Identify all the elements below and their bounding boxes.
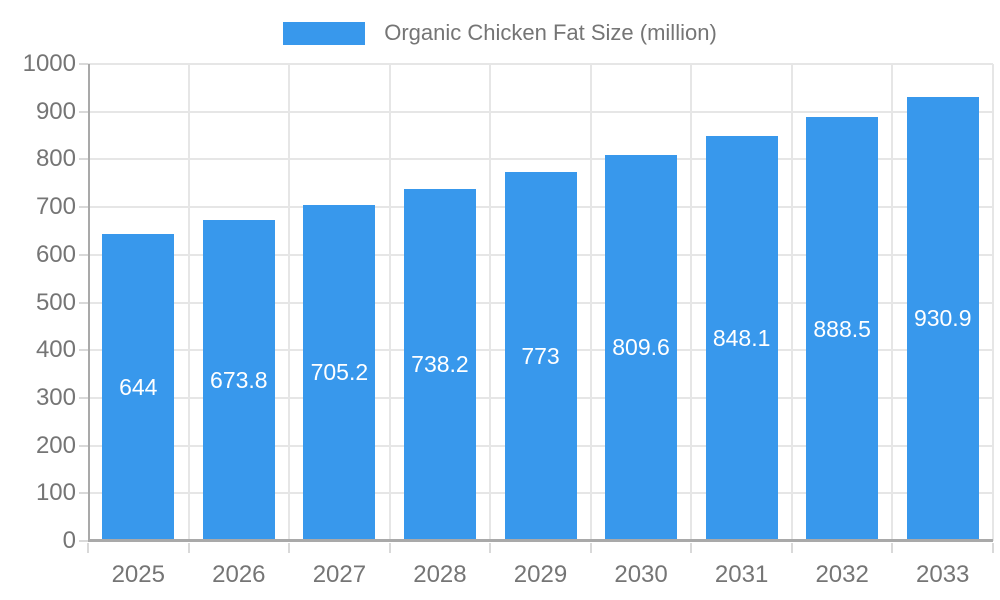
y-axis-tick-label: 700 xyxy=(35,193,76,221)
x-axis-tick-mark xyxy=(187,543,190,553)
x-axis-tick-label: 2030 xyxy=(614,561,668,588)
y-axis-tick-label: 600 xyxy=(35,240,76,268)
bar-value-label: 809.6 xyxy=(612,334,670,361)
legend-swatch[interactable] xyxy=(283,21,366,45)
y-axis-tick-mark xyxy=(79,206,88,209)
gridline-horizontal xyxy=(88,63,993,65)
y-axis-tick-mark xyxy=(79,158,88,161)
y-axis-line xyxy=(88,64,90,541)
gridline-horizontal xyxy=(88,110,993,113)
bar-value-label: 930.9 xyxy=(913,305,972,332)
bar[interactable]: 738.2 xyxy=(403,188,476,541)
x-axis-tick-label: 2029 xyxy=(513,561,568,588)
x-axis-tick-label: 2033 xyxy=(916,561,970,588)
y-axis-tick-mark xyxy=(79,349,88,352)
gridline-vertical xyxy=(790,64,793,541)
x-axis-tick-label: 2031 xyxy=(714,561,769,588)
gridline-vertical xyxy=(187,64,190,541)
y-axis-tick-label: 400 xyxy=(35,336,76,364)
bar-value-label: 888.5 xyxy=(813,315,871,342)
x-axis-tick-mark xyxy=(891,543,894,553)
gridline-vertical xyxy=(690,64,693,541)
y-axis-tick-mark xyxy=(79,444,88,447)
y-axis-tick-mark xyxy=(79,396,88,399)
gridline-vertical xyxy=(388,64,391,541)
x-axis-tick-label: 2025 xyxy=(111,561,165,588)
bar-value-label: 738.2 xyxy=(411,351,469,378)
y-axis-tick-mark xyxy=(79,110,88,113)
y-axis-tick-mark xyxy=(79,63,88,65)
bar[interactable]: 930.9 xyxy=(906,96,979,541)
x-axis-tick-mark xyxy=(489,543,492,553)
x-axis-tick-mark xyxy=(690,543,693,553)
legend: Organic Chicken Fat Size (million) xyxy=(0,14,1000,52)
y-axis-tick-label: 0 xyxy=(62,527,76,554)
x-axis-tick-label: 2032 xyxy=(815,561,869,588)
x-axis-tick-mark xyxy=(790,543,793,553)
bar-value-label: 773 xyxy=(521,343,560,370)
bar[interactable]: 673.8 xyxy=(202,219,275,541)
y-axis-tick-mark xyxy=(79,301,88,304)
x-axis-line xyxy=(88,539,993,542)
gridline-horizontal xyxy=(88,158,993,161)
gridline-vertical xyxy=(891,64,894,541)
bar[interactable]: 848.1 xyxy=(705,136,778,541)
gridline-vertical xyxy=(288,64,291,541)
y-axis-tick-label: 900 xyxy=(35,97,76,125)
y-axis-tick-mark xyxy=(79,540,88,542)
y-axis-tick-mark xyxy=(79,492,88,495)
x-axis-tick-label: 2028 xyxy=(413,561,467,588)
bar-value-label: 705.2 xyxy=(310,359,369,386)
x-axis-tick-mark xyxy=(388,543,391,553)
bar[interactable]: 705.2 xyxy=(303,204,376,541)
x-axis-tick-mark xyxy=(992,543,994,553)
y-axis-tick-label: 300 xyxy=(35,383,76,411)
y-axis-tick-label: 100 xyxy=(35,479,76,507)
bar[interactable]: 773 xyxy=(504,172,577,541)
x-axis-tick-mark xyxy=(87,543,89,553)
y-axis-tick-label: 200 xyxy=(35,431,76,459)
plot-area: 644 673.8 705.2 738.2 773 809.6 848.1 888.5 930.… xyxy=(88,63,994,542)
x-axis-tick-mark xyxy=(288,543,291,553)
bar[interactable]: 644 xyxy=(102,233,175,541)
bar-value-label: 848.1 xyxy=(712,325,771,352)
y-axis-tick-label: 800 xyxy=(35,145,76,173)
y-axis-tick-mark xyxy=(79,253,88,256)
bar-value-label: 644 xyxy=(119,373,158,400)
x-axis-tick-mark xyxy=(589,543,592,553)
legend-label[interactable]: Organic Chicken Fat Size (million) xyxy=(384,20,717,45)
x-axis-tick-label: 2027 xyxy=(312,561,367,588)
bar[interactable]: 809.6 xyxy=(605,154,678,541)
y-axis-tick-label: 500 xyxy=(35,288,76,316)
gridline-vertical xyxy=(589,64,592,541)
bar-value-label: 673.8 xyxy=(210,366,268,393)
y-axis-tick-label: 1000 xyxy=(22,50,76,77)
gridline-vertical xyxy=(992,64,994,541)
bar[interactable]: 888.5 xyxy=(806,117,879,541)
x-axis-tick-label: 2026 xyxy=(212,561,266,588)
gridline-vertical xyxy=(489,64,492,541)
